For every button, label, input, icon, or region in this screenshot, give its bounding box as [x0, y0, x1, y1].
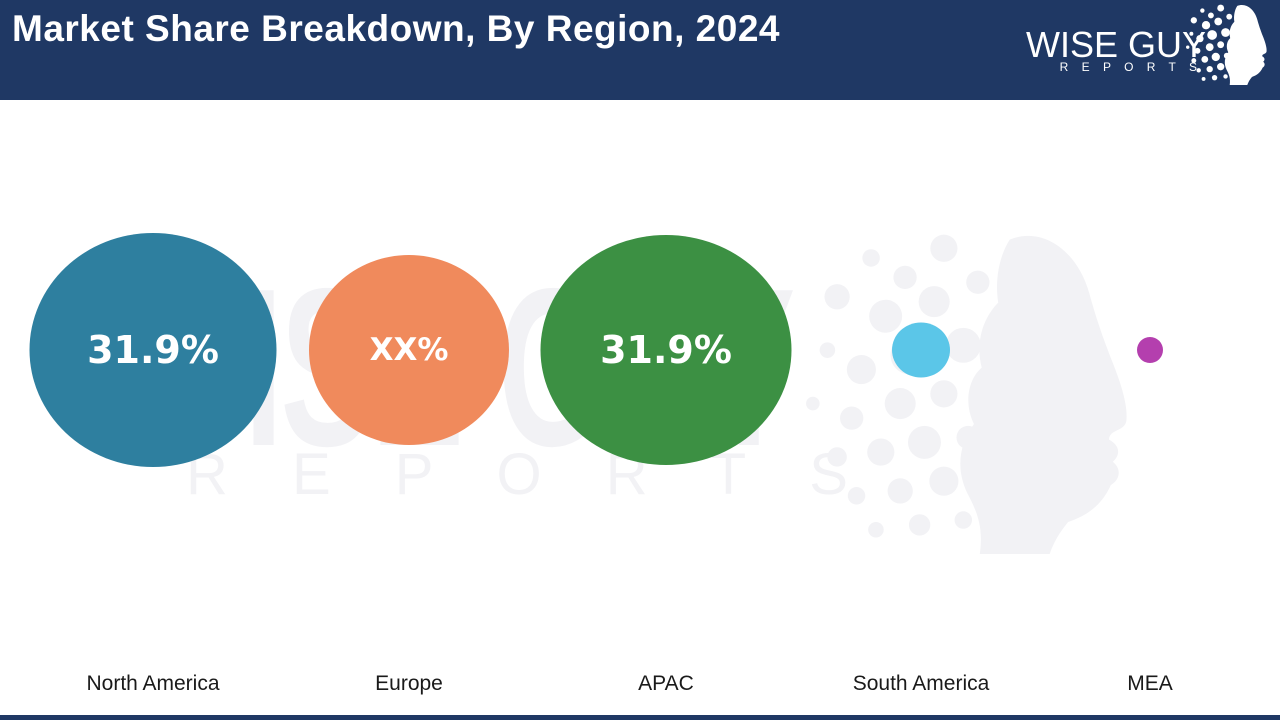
- bubble-north-america: 31.9%: [29, 233, 277, 467]
- bubble-value-label: XX%: [369, 332, 449, 368]
- category-label-apac: APAC: [638, 672, 694, 695]
- brand-subtitle: R E P O R T S: [1059, 60, 1202, 74]
- category-label-mea: MEA: [1127, 672, 1173, 695]
- header-bar: Market Share Breakdown, By Region, 2024 …: [0, 0, 1280, 100]
- brand-name: WISE GUY: [1025, 24, 1206, 65]
- category-label-south-america: South America: [852, 672, 990, 695]
- page-title: Market Share Breakdown, By Region, 2024: [12, 8, 780, 49]
- dotted-head-watermark-icon: [806, 234, 1127, 555]
- bubble-value-label: 31.9%: [87, 328, 219, 372]
- watermark-head-graphic: [798, 224, 1148, 559]
- bubble-value-label: 31.9%: [600, 328, 732, 372]
- dotted-head-logo-icon: [1186, 4, 1267, 85]
- bubble-apac: 31.9%: [540, 235, 792, 465]
- footer-bar: [0, 715, 1280, 720]
- bubble-europe: XX%: [309, 255, 509, 445]
- watermark-reports-text: R E P O R T S: [186, 442, 872, 507]
- bubble-mea: [1137, 337, 1163, 363]
- bubble-south-america: [892, 322, 950, 378]
- category-label-europe: Europe: [375, 672, 443, 695]
- category-label-north-america: North America: [86, 672, 220, 695]
- brand-logo: WISE GUY R E P O R T S: [1026, 0, 1274, 100]
